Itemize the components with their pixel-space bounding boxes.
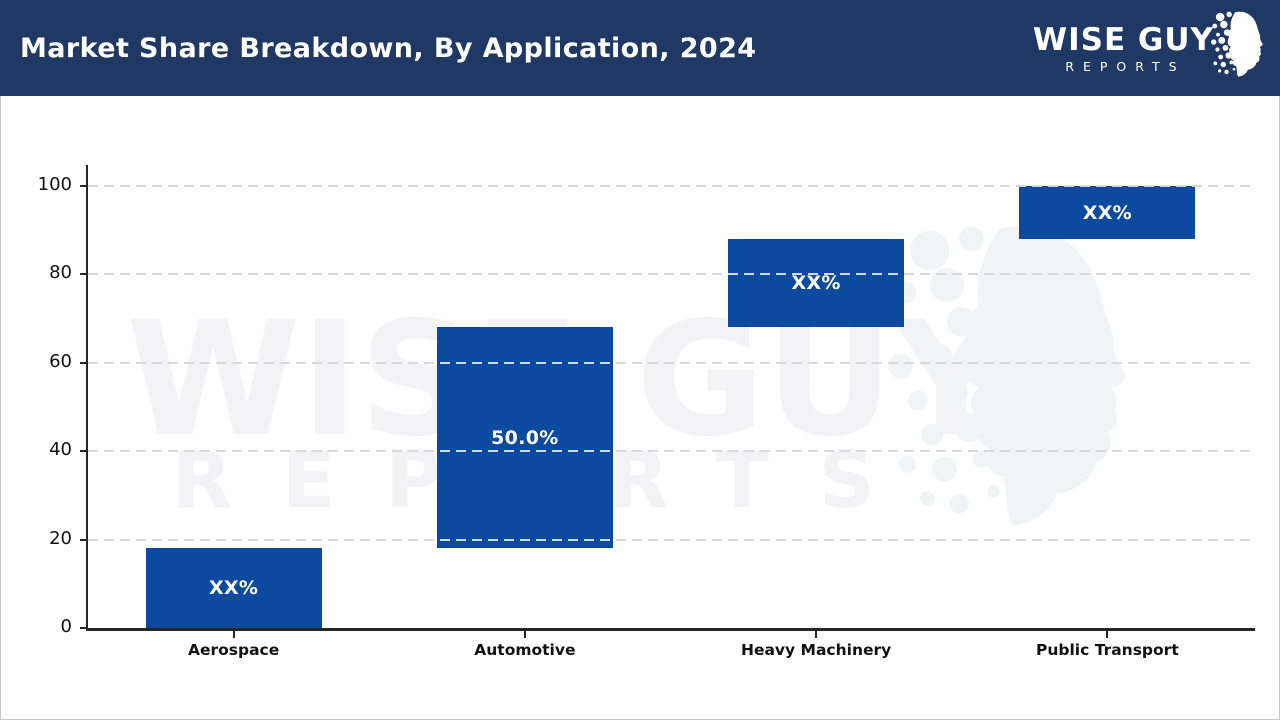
y-tick-label: 80	[49, 262, 72, 284]
y-tick-label: 40	[49, 439, 72, 461]
x-tick-mark	[1106, 631, 1109, 638]
bar-public-transport	[1019, 186, 1196, 240]
brand-logo: WISE GUY REPORTS	[1033, 6, 1266, 92]
gridline-80	[88, 273, 1253, 276]
bar-value-label-automotive: 50.0%	[491, 426, 559, 449]
bar-heavy-machinery	[728, 239, 905, 328]
y-tick-mark	[80, 185, 87, 187]
y-tick-label: 0	[60, 616, 72, 637]
brand-face-icon	[1211, 11, 1263, 77]
y-tick-mark	[80, 627, 87, 629]
x-tick-mark	[232, 631, 235, 638]
x-axis-label-heavy-machinery: Heavy Machinery	[740, 641, 892, 659]
gridline-20	[88, 538, 1253, 541]
gridline-100	[88, 185, 1253, 187]
x-axis-label-public-transport: Public Transport	[1036, 641, 1179, 659]
x-tick-mark	[815, 631, 818, 638]
y-axis-line	[86, 165, 88, 631]
logo-reports-text: REPORTS	[1065, 58, 1186, 74]
y-tick-mark	[80, 273, 87, 276]
bar-value-label-public-transport: XX%	[1082, 201, 1132, 224]
bar-aerospace	[145, 548, 322, 628]
gridline-60	[88, 361, 1253, 364]
y-tick-mark	[80, 361, 87, 364]
bar-value-label-aerospace: XX%	[209, 577, 259, 600]
gridline-40	[88, 450, 1253, 453]
y-tick-mark	[80, 538, 87, 541]
bar-automotive	[436, 327, 613, 549]
y-tick-mark	[80, 450, 87, 453]
brand-logo-text: WISE GUY REPORTS	[1032, 21, 1214, 74]
x-axis-line	[86, 628, 1255, 631]
x-axis-label-aerospace: Aerospace	[187, 641, 280, 659]
page-title: Market Share Breakdown, By Application, …	[20, 32, 757, 64]
y-tick-label: 20	[49, 527, 72, 549]
x-axis-label-automotive: Automotive	[474, 641, 576, 659]
x-tick-mark	[523, 631, 526, 638]
bar-value-label-heavy-machinery: XX%	[791, 272, 841, 295]
y-tick-label: 60	[49, 350, 72, 372]
header-bar: Market Share Breakdown, By Application, …	[0, 0, 1280, 96]
logo-wiseguy-text: WISE GUY	[1032, 21, 1214, 58]
y-tick-label: 100	[37, 174, 72, 195]
